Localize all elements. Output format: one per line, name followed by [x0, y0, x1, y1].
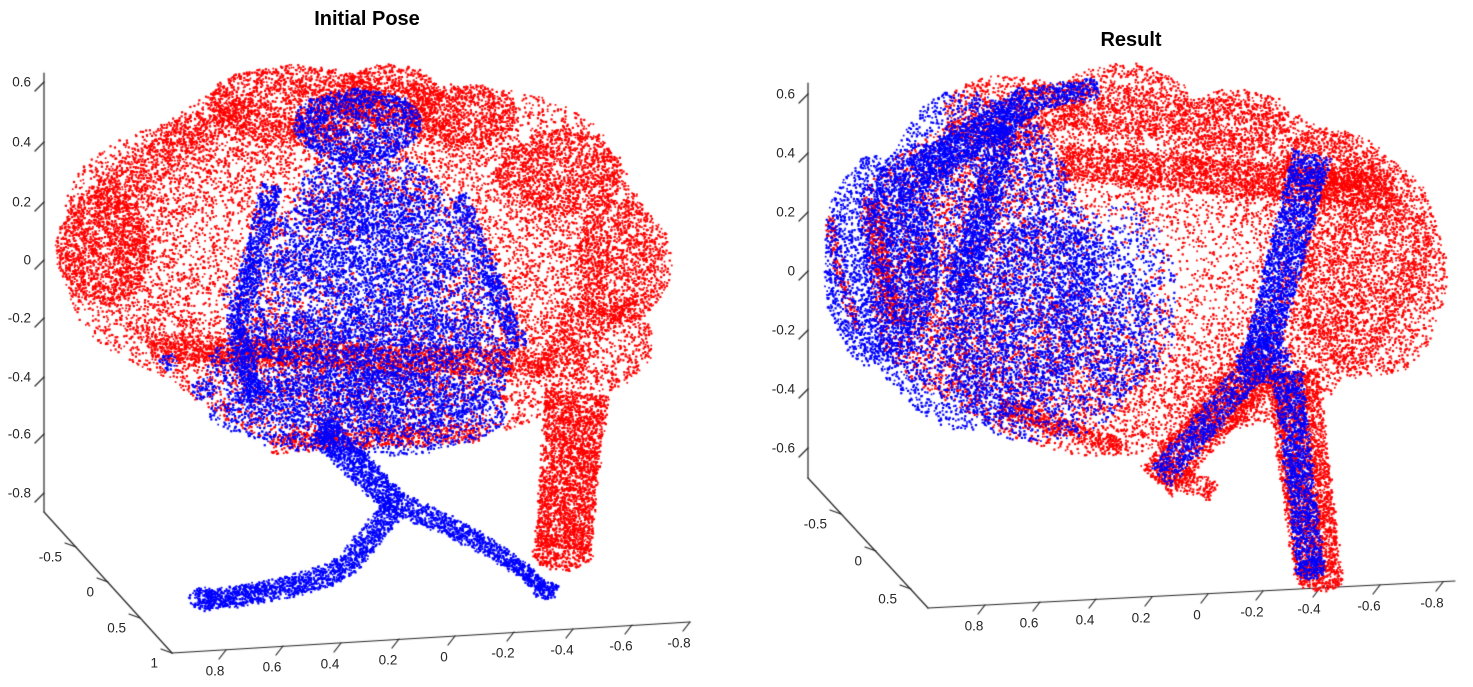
- x-axis-tick-label: 0.4: [1075, 612, 1095, 628]
- z-axis-tick-label: 0.4: [776, 145, 795, 161]
- y-axis-tick-label: 0: [854, 553, 862, 569]
- z-axis-tick-label: 0.2: [12, 194, 31, 210]
- x-axis-tick-label: 0.2: [1131, 610, 1151, 626]
- x-axis-tick-label: -0.6: [1357, 598, 1381, 614]
- z-axis-tick-label: 0: [787, 263, 795, 279]
- x-axis-tick-label: -0.4: [1297, 601, 1321, 617]
- z-axis-tick-label: -0.4: [7, 369, 31, 385]
- y-axis-tick-label: 0: [86, 584, 94, 600]
- y-axis-tick-label: -0.5: [38, 549, 62, 565]
- y-axis-tick-label: 0.5: [107, 620, 126, 636]
- z-axis-tick-label: -0.2: [7, 310, 31, 326]
- z-axis-tick-label: 0.6: [776, 86, 795, 102]
- z-axis-tick-label: 0.6: [12, 74, 31, 90]
- x-axis-tick-label: 0.2: [378, 652, 398, 668]
- x-axis-tick-label: 0.6: [1019, 615, 1039, 631]
- x-axis-tick-label: 0: [440, 649, 448, 665]
- z-axis-tick-label: 0.4: [12, 134, 31, 150]
- z-axis-tick-label: -0.6: [771, 440, 795, 456]
- y-axis-tick-label: -0.5: [803, 516, 827, 532]
- z-axis-tick-label: -0.4: [771, 381, 795, 397]
- panel-title-initial-pose: Initial Pose: [314, 8, 420, 30]
- x-axis-tick-label: 0: [1193, 607, 1201, 623]
- x-axis-tick-label: -0.2: [491, 645, 515, 661]
- z-axis-tick-label: -0.8: [7, 485, 31, 501]
- x-axis-tick-label: 0.8: [205, 663, 225, 679]
- z-axis-tick-label: -0.6: [7, 426, 31, 442]
- x-axis-tick-label: -0.2: [1240, 604, 1264, 620]
- z-axis-tick-label: 0.2: [776, 204, 795, 220]
- y-axis-tick-label: 1: [150, 655, 158, 671]
- x-axis-tick-label: 0.8: [964, 618, 984, 634]
- x-axis-tick-label: 0.6: [262, 659, 282, 675]
- x-axis-tick-label: -0.8: [1420, 595, 1444, 611]
- panel-title-result: Result: [1100, 29, 1162, 51]
- x-axis-tick-label: -0.8: [667, 635, 691, 651]
- z-axis-tick-label: -0.2: [771, 322, 795, 338]
- x-axis-tick-label: 0.4: [320, 656, 340, 672]
- x-axis-tick-label: -0.6: [609, 638, 633, 654]
- x-axis-tick-label: -0.4: [550, 642, 574, 658]
- z-axis-tick-label: 0: [23, 252, 31, 268]
- y-axis-tick-label: 0.5: [878, 591, 897, 607]
